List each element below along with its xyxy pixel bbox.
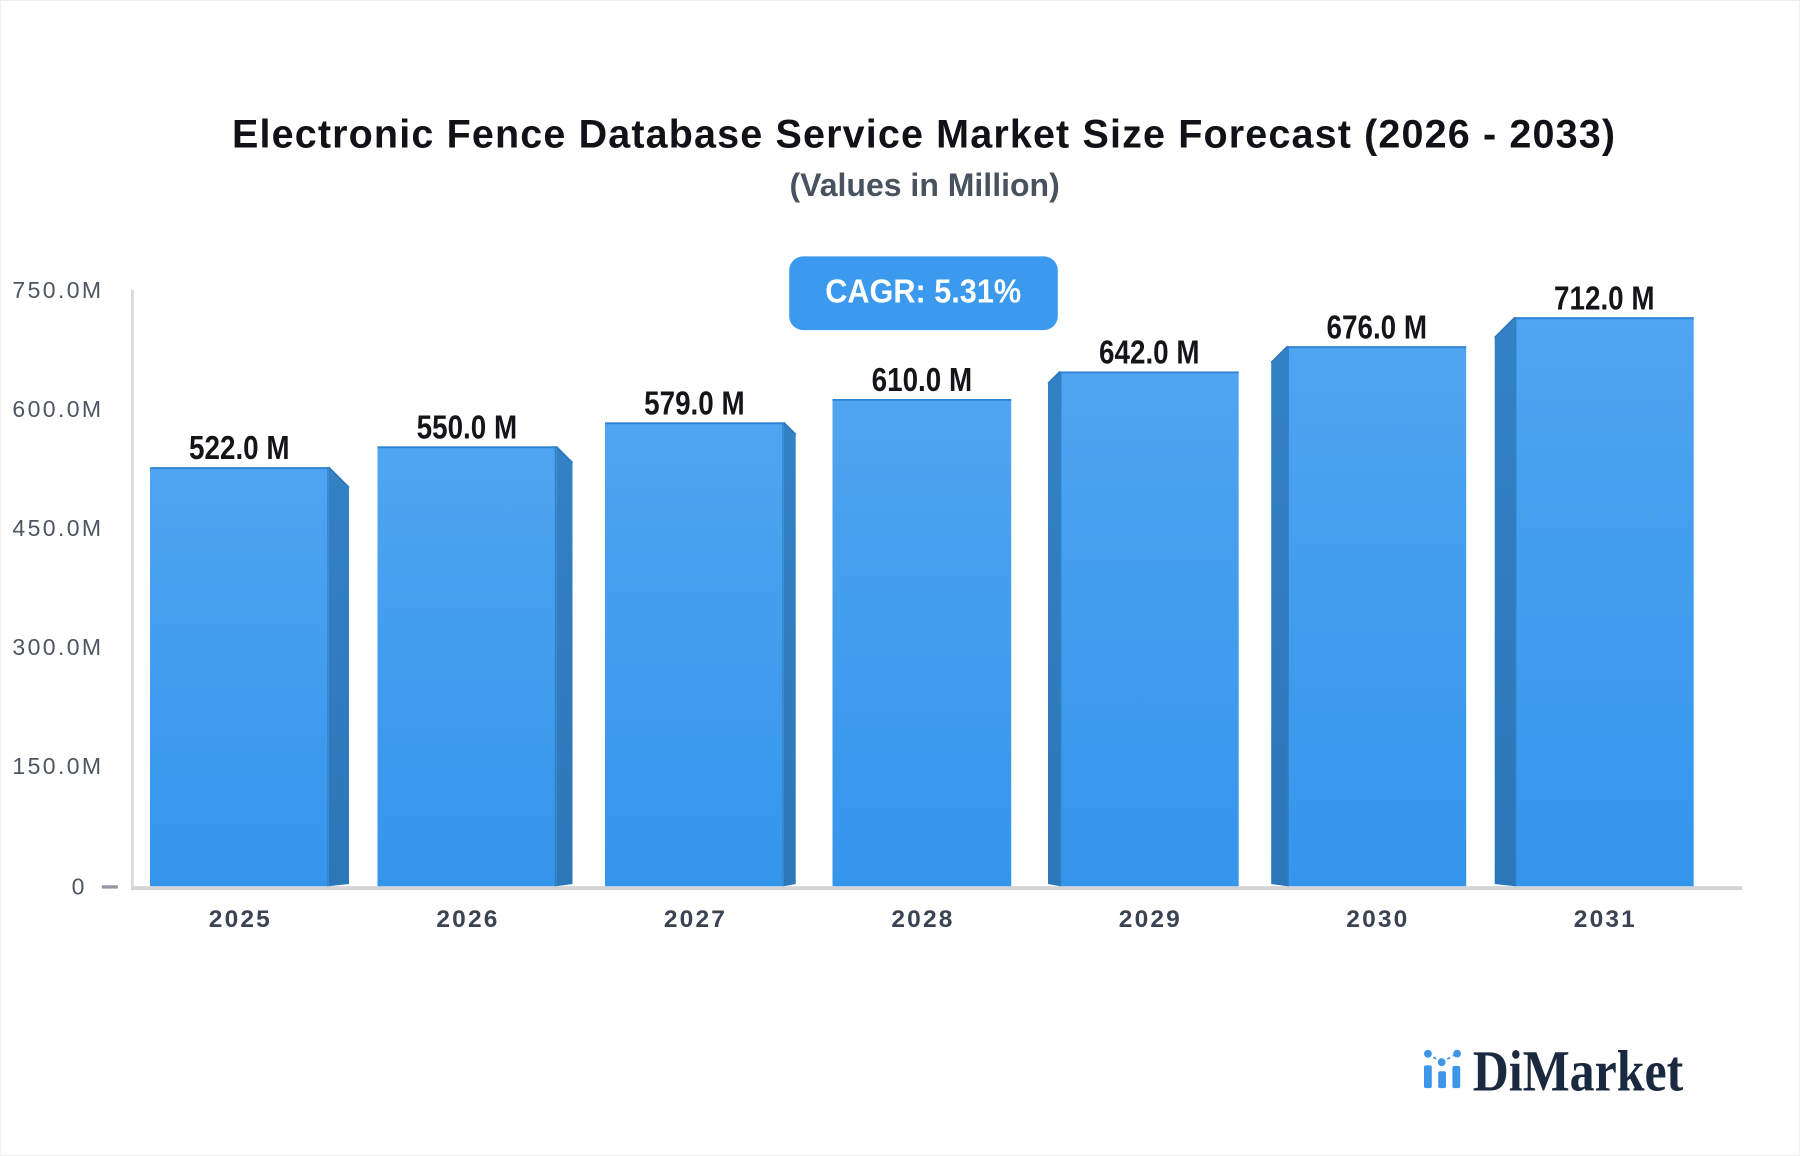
- svg-text:522.0 M: 522.0 M: [189, 429, 290, 466]
- svg-text:(Values in Million): (Values in Million): [789, 167, 1059, 203]
- svg-text:2028: 2028: [891, 906, 952, 933]
- svg-text:150.0M: 150.0M: [12, 753, 101, 779]
- svg-text:2031: 2031: [1574, 906, 1635, 933]
- svg-text:0: 0: [72, 873, 85, 899]
- svg-text:450.0M: 450.0M: [12, 515, 101, 541]
- svg-text:600.0M: 600.0M: [12, 396, 101, 422]
- svg-text:750.0M: 750.0M: [12, 277, 101, 303]
- svg-text:300.0M: 300.0M: [12, 634, 101, 660]
- svg-text:2026: 2026: [436, 906, 497, 933]
- svg-text:2025: 2025: [209, 906, 270, 933]
- svg-text:712.0 M: 712.0 M: [1554, 279, 1655, 316]
- svg-text:Electronic Fence Database Serv: Electronic Fence Database Service Market…: [232, 113, 1615, 157]
- svg-text:676.0 M: 676.0 M: [1327, 308, 1428, 345]
- svg-text:610.0 M: 610.0 M: [872, 361, 973, 398]
- svg-text:579.0 M: 579.0 M: [644, 384, 745, 421]
- svg-text:550.0 M: 550.0 M: [417, 408, 518, 445]
- svg-text:CAGR: 5.31%: CAGR: 5.31%: [825, 274, 1021, 311]
- svg-text:642.0 M: 642.0 M: [1099, 334, 1200, 371]
- svg-text:2030: 2030: [1346, 906, 1407, 933]
- svg-text:DiMarket: DiMarket: [1473, 1038, 1684, 1103]
- svg-text:2027: 2027: [664, 906, 725, 933]
- svg-text:2029: 2029: [1119, 906, 1180, 933]
